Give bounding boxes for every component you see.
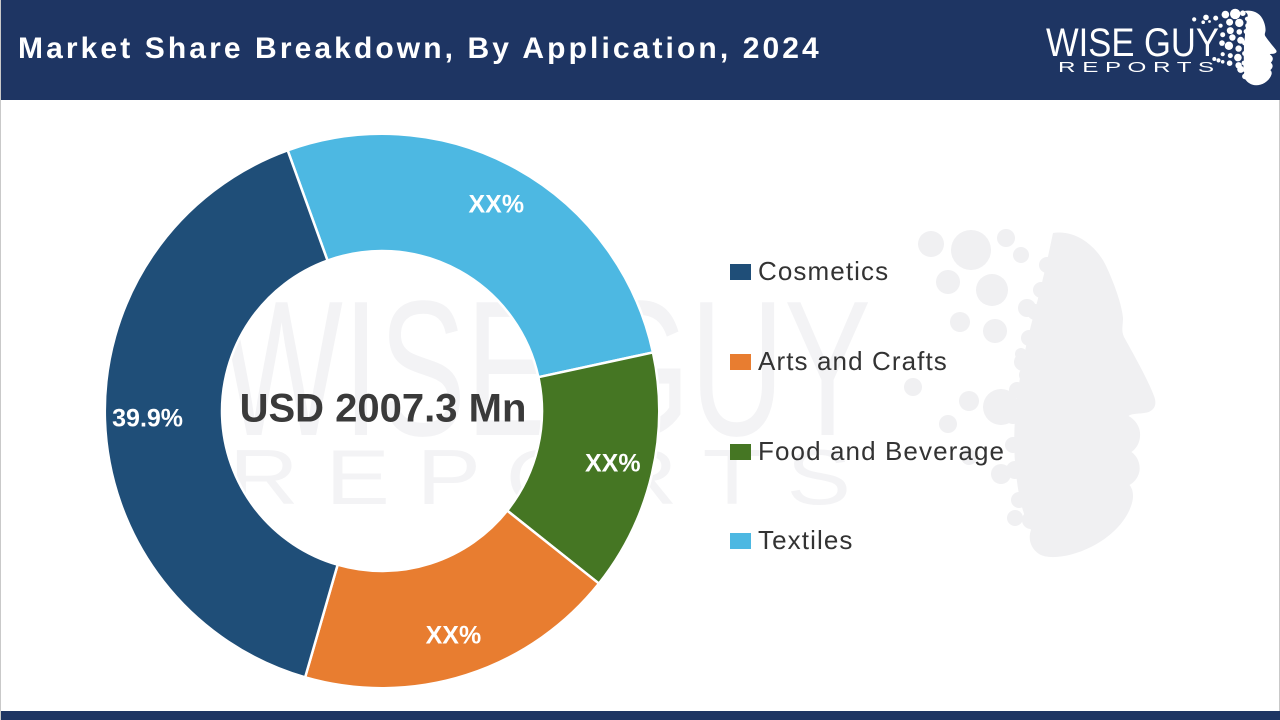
svg-text:XX%: XX%	[469, 191, 525, 219]
svg-text:USD 2007.3 Mn: USD 2007.3 Mn	[240, 387, 527, 431]
svg-text:XX%: XX%	[585, 450, 641, 478]
svg-text:39.9%: 39.9%	[112, 404, 183, 432]
svg-text:R E P O R T S: R E P O R T S	[1058, 59, 1214, 76]
svg-text:XX%: XX%	[426, 621, 482, 649]
svg-text:WISE GUY: WISE GUY	[1046, 21, 1219, 65]
